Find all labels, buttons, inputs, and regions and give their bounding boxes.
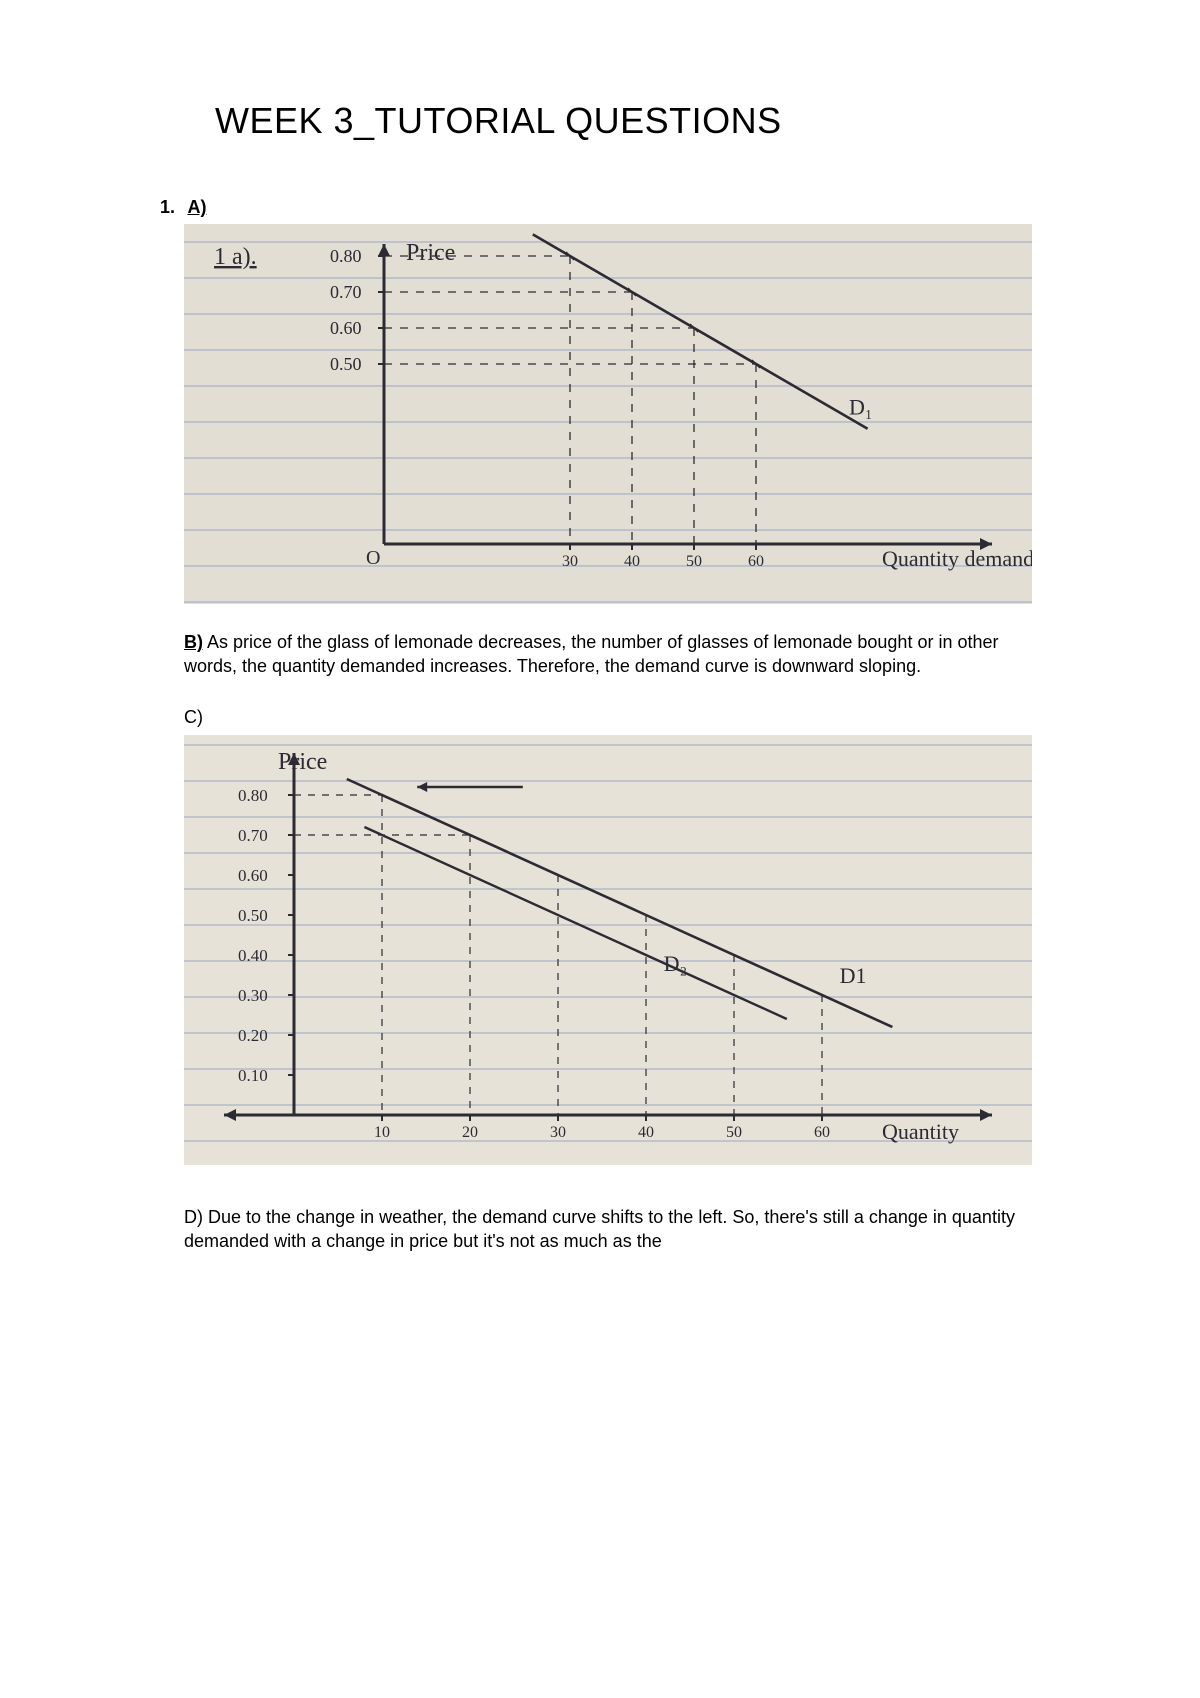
q1-d-text: Due to the change in weather, the demand… <box>184 1207 1015 1251</box>
svg-text:10: 10 <box>374 1124 390 1141</box>
svg-text:0.70: 0.70 <box>238 826 268 845</box>
svg-text:0.80: 0.80 <box>238 786 268 805</box>
svg-text:0.70: 0.70 <box>330 282 362 302</box>
svg-text:40: 40 <box>624 553 640 570</box>
svg-text:50: 50 <box>726 1124 742 1141</box>
q1-a-label: A) <box>187 197 206 218</box>
svg-text:30: 30 <box>562 553 578 570</box>
q1-c-label: C) <box>184 707 203 727</box>
svg-text:30: 30 <box>550 1124 566 1141</box>
svg-text:0.60: 0.60 <box>238 866 268 885</box>
q1-d-label: D) <box>184 1207 203 1227</box>
svg-text:1 a).: 1 a). <box>214 244 257 270</box>
svg-text:Quantity: Quantity <box>882 1119 959 1144</box>
chart-a-svg: 1 a). Price Quantity demanded O 0.80 0.70 0.60… <box>184 224 1032 604</box>
svg-text:Quantity demanded: Quantity demanded <box>882 546 1032 571</box>
svg-text:D₁: D₁ <box>849 394 873 419</box>
svg-text:40: 40 <box>638 1124 654 1141</box>
chart-c-svg: Price Quantity 0.80 0.70 0.60 0.50 0.40 0.30 0.2… <box>184 735 1032 1165</box>
q1-b-paragraph: B) As price of the glass of lemonade dec… <box>184 630 1040 679</box>
svg-text:0.50: 0.50 <box>330 354 362 374</box>
q1-c-label-wrap: C) <box>184 705 1040 729</box>
svg-text:0.30: 0.30 <box>238 986 268 1005</box>
svg-text:0.80: 0.80 <box>330 246 362 266</box>
svg-text:0.60: 0.60 <box>330 318 362 338</box>
svg-text:Price: Price <box>406 240 455 266</box>
q1-number: 1. <box>160 197 175 218</box>
svg-text:Price: Price <box>278 749 327 775</box>
svg-text:0.40: 0.40 <box>238 946 268 965</box>
svg-text:D1: D1 <box>840 963 867 988</box>
svg-text:0.10: 0.10 <box>238 1066 268 1085</box>
q1-b-label: B) <box>184 632 203 652</box>
svg-text:50: 50 <box>686 553 702 570</box>
svg-text:60: 60 <box>748 553 764 570</box>
svg-text:60: 60 <box>814 1124 830 1141</box>
svg-text:D₂: D₂ <box>664 951 688 976</box>
svg-text:0.20: 0.20 <box>238 1026 268 1045</box>
question-1: 1. A) 1 a). Price Quantity demanded O 0.80 0.… <box>160 197 1040 1253</box>
svg-text:O: O <box>366 547 380 569</box>
chart-c-figure: Price Quantity 0.80 0.70 0.60 0.50 0.40 0.30 0.2… <box>184 735 1040 1165</box>
chart-a-figure: 1 a). Price Quantity demanded O 0.80 0.70 0.60… <box>184 224 1040 604</box>
svg-text:0.50: 0.50 <box>238 906 268 925</box>
q1-d-paragraph: D) Due to the change in weather, the dem… <box>184 1205 1040 1254</box>
svg-text:20: 20 <box>462 1124 478 1141</box>
q1-b-text: As price of the glass of lemonade decrea… <box>184 632 999 676</box>
page-title: WEEK 3_TUTORIAL QUESTIONS <box>215 100 1040 142</box>
